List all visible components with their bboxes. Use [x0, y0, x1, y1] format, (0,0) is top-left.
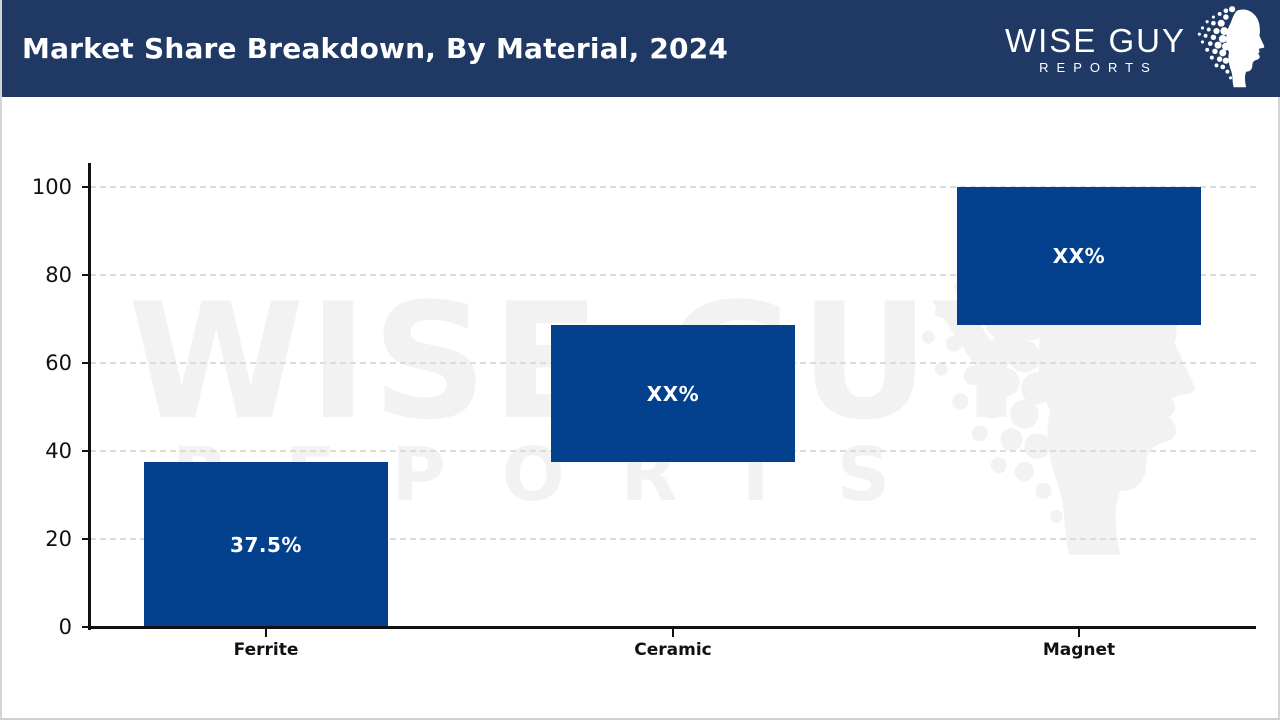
y-tick-label-40: 40	[45, 439, 72, 463]
y-tick-label-0: 0	[58, 615, 72, 639]
y-tick-label-80: 80	[45, 263, 72, 287]
gridline-80	[90, 274, 1256, 276]
wiseguy-logo: WISE GUY REPORTS	[1005, 6, 1268, 92]
bar-ferrite: 37.5%	[144, 462, 388, 627]
bar-value-label: XX%	[1052, 244, 1106, 269]
wiseguy-face-icon	[1190, 6, 1268, 92]
y-tick-100	[82, 186, 90, 188]
gridline-20	[90, 538, 1256, 540]
y-tick-0	[82, 626, 90, 628]
wiseguy-logo-text: WISE GUY REPORTS	[1005, 24, 1186, 74]
y-tick-label-100: 100	[31, 175, 72, 199]
y-tick-20	[82, 538, 90, 540]
x-category-label-ceramic: Ceramic	[634, 640, 712, 660]
x-category-label-magnet: Magnet	[1042, 640, 1116, 660]
bar-magnet: XX%	[957, 187, 1201, 326]
page-title: Market Share Breakdown, By Material, 202…	[22, 32, 729, 65]
header-bar: Market Share Breakdown, By Material, 202…	[2, 0, 1280, 97]
x-category-label-ferrite: Ferrite	[233, 640, 299, 660]
x-tick-ferrite	[265, 629, 267, 637]
x-axis-line	[88, 626, 1256, 629]
gridline-100	[90, 186, 1256, 188]
y-tick-80	[82, 274, 90, 276]
y-tick-40	[82, 450, 90, 452]
logo-subtitle: REPORTS	[1039, 59, 1158, 75]
y-axis-line	[88, 163, 91, 630]
bar-value-label: XX%	[646, 381, 700, 406]
y-tick-60	[82, 362, 90, 364]
bar-ceramic: XX%	[551, 325, 795, 462]
x-tick-ceramic	[672, 629, 674, 637]
x-tick-magnet	[1078, 629, 1080, 637]
y-tick-label-20: 20	[45, 527, 72, 551]
logo-wordmark: WISE GUY	[1004, 21, 1186, 59]
y-tick-label-60: 60	[45, 351, 72, 375]
bar-value-label: 37.5%	[230, 532, 302, 557]
